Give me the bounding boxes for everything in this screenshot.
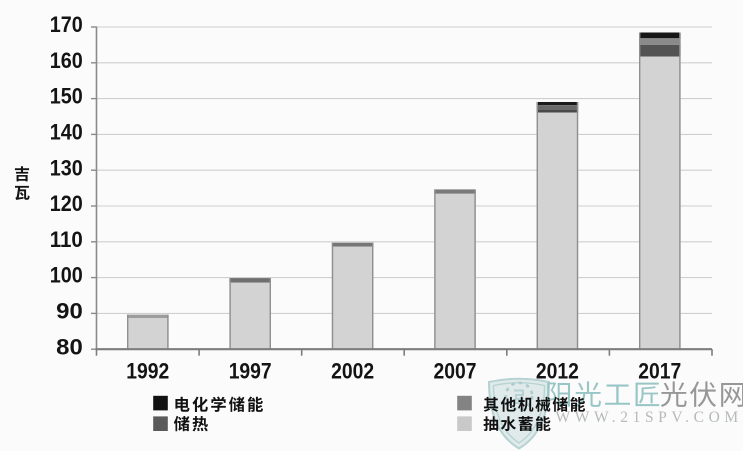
svg-text:130: 130 <box>50 155 83 180</box>
svg-text:WWW.21SPV.COM: WWW.21SPV.COM <box>556 409 743 426</box>
svg-text:1992: 1992 <box>126 359 169 384</box>
svg-text:170: 170 <box>50 12 83 37</box>
svg-text:2002: 2002 <box>331 359 374 384</box>
svg-text:150: 150 <box>50 84 83 109</box>
svg-text:2017: 2017 <box>638 359 681 384</box>
svg-text:1997: 1997 <box>229 359 272 384</box>
svg-text:120: 120 <box>50 191 83 216</box>
svg-text:80: 80 <box>56 334 83 359</box>
svg-text:2012: 2012 <box>536 359 579 384</box>
svg-text:160: 160 <box>50 48 83 73</box>
svg-text:100: 100 <box>50 263 83 288</box>
svg-text:2007: 2007 <box>434 359 477 384</box>
svg-text:90: 90 <box>56 299 83 324</box>
svg-text:110: 110 <box>50 227 83 252</box>
svg-text:140: 140 <box>50 120 83 145</box>
